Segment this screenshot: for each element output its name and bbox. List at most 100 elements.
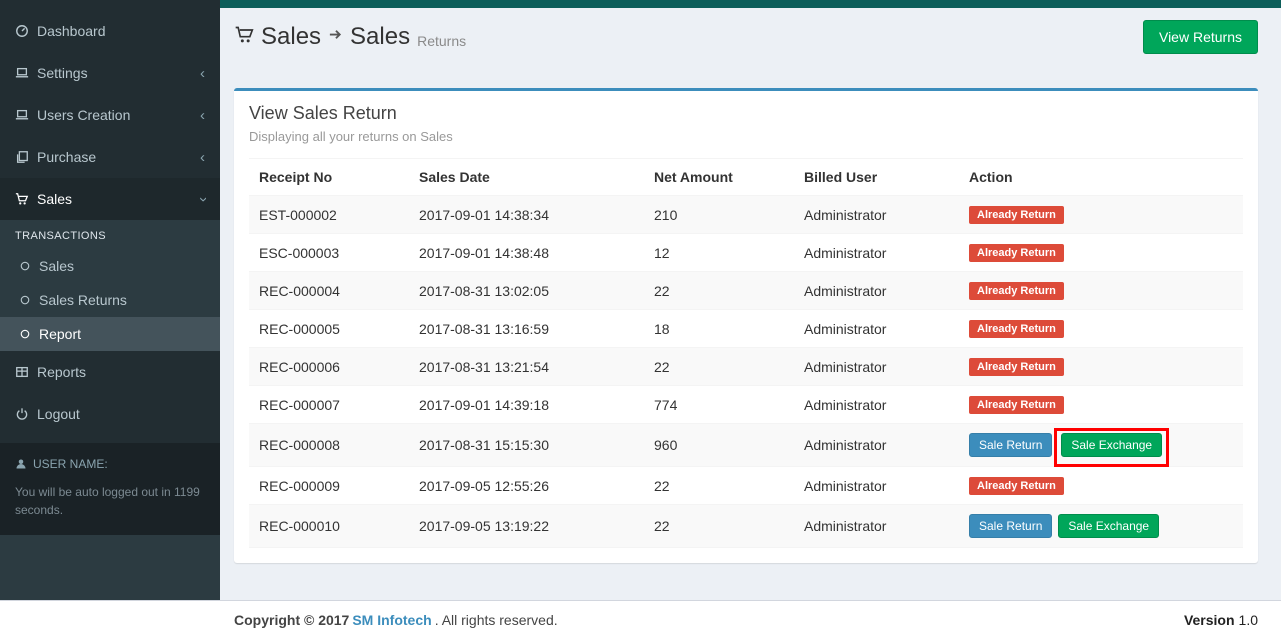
breadcrumb-sales: Sales (261, 23, 322, 50)
sales-return-card: View Sales Return Displaying all your re… (234, 88, 1258, 563)
content: View Sales Return Displaying all your re… (220, 62, 1281, 563)
sidebar-item-label: Settings (37, 65, 88, 81)
sidebar-item-sales[interactable]: Sales ‹ (0, 178, 220, 220)
chevron-down-icon: ‹ (194, 196, 211, 202)
sidebar-subitem-sales[interactable]: Sales (0, 249, 220, 283)
auto-logout-notice: You will be auto logged out in 1199 seco… (0, 475, 220, 535)
card-subtitle: Displaying all your returns on Sales (249, 129, 453, 144)
table-row: REC-000007 2017-09-01 14:39:18 774 Administ… (249, 385, 1243, 424)
sidebar-filler (0, 535, 220, 600)
version-value: 1.0 (1238, 612, 1258, 628)
copyright-prefix: Copyright © 2017 (234, 612, 350, 628)
cell-net-amount: 774 (644, 385, 794, 424)
cell-receipt-no: REC-000010 (249, 504, 409, 548)
sidebar-item-label: Users Creation (37, 107, 131, 123)
table-row: REC-000009 2017-09-05 12:55:26 22 Administr… (249, 466, 1243, 505)
cell-receipt-no: REC-000006 (249, 347, 409, 386)
view-returns-button[interactable]: View Returns (1142, 20, 1258, 54)
breadcrumb-returns: Returns (417, 33, 467, 49)
cell-action: Sale Return Sale Exchange (959, 504, 1243, 548)
sidebar-menu: Dashboard Settings ‹ Users Creation ‹ Pu… (0, 0, 220, 435)
breadcrumb: Sales Sales Returns (234, 23, 466, 51)
sidebar-item-settings[interactable]: Settings ‹ (0, 52, 220, 94)
column-action: Action (959, 158, 1243, 196)
sidebar-item-logout[interactable]: Logout (0, 393, 220, 435)
copyright-suffix: . All rights reserved. (434, 612, 558, 628)
sidebar-item-purchase[interactable]: Purchase ‹ (0, 136, 220, 178)
sidebar-item-label: Dashboard (37, 23, 106, 39)
chevron-left-icon: ‹ (200, 64, 205, 82)
version-label: Version (1183, 612, 1235, 628)
cell-sales-date: 2017-09-05 12:55:26 (409, 466, 644, 505)
top-navbar (220, 0, 1281, 8)
cell-net-amount: 22 (644, 347, 794, 386)
cell-billed-user: Administrator (794, 504, 959, 548)
sidebar-subitem-report[interactable]: Report (0, 317, 220, 351)
breadcrumb-sales-2: Sales (350, 23, 411, 50)
cell-billed-user: Administrator (794, 466, 959, 505)
cell-sales-date: 2017-08-31 13:16:59 (409, 309, 644, 348)
monitor-icon (15, 66, 37, 80)
sidebar-item-label: Logout (37, 406, 80, 422)
circle-icon (19, 294, 39, 306)
cell-billed-user: Administrator (794, 233, 959, 272)
sale-exchange-button[interactable]: Sale Exchange (1058, 514, 1160, 538)
cell-action: Already Return (959, 347, 1243, 386)
cell-net-amount: 18 (644, 309, 794, 348)
cell-receipt-no: REC-000009 (249, 466, 409, 505)
copy-icon (15, 150, 37, 164)
cell-net-amount: 210 (644, 195, 794, 234)
cell-billed-user: Administrator (794, 271, 959, 310)
table-row: REC-000004 2017-08-31 13:02:05 22 Administr… (249, 271, 1243, 310)
column-receipt-no: Receipt No (249, 158, 409, 196)
cell-billed-user: Administrator (794, 309, 959, 348)
sales-table-body: EST-000002 2017-09-01 14:38:34 210 Administ… (249, 195, 1243, 548)
sale-return-button[interactable]: Sale Return (969, 433, 1053, 457)
highlight-annotation: Sale Exchange (1054, 427, 1170, 467)
table-header-row: Receipt No Sales Date Net Amount Billed … (249, 158, 1243, 196)
cell-sales-date: 2017-09-01 14:38:48 (409, 233, 644, 272)
sidebar-subitem-sales-returns[interactable]: Sales Returns (0, 283, 220, 317)
cell-net-amount: 22 (644, 466, 794, 505)
power-icon (15, 407, 37, 421)
cell-receipt-no: ESC-000003 (249, 233, 409, 272)
table-row: EST-000002 2017-09-01 14:38:34 210 Administ… (249, 195, 1243, 234)
main-area: Sales Sales Returns View Returns View Sa… (220, 0, 1281, 600)
cell-receipt-no: REC-000005 (249, 309, 409, 348)
column-net-amount: Net Amount (644, 158, 794, 196)
cell-action: Already Return (959, 233, 1243, 272)
column-billed-user: Billed User (794, 158, 959, 196)
table-row: REC-000005 2017-08-31 13:16:59 18 Administr… (249, 309, 1243, 348)
cell-action: Already Return (959, 385, 1243, 424)
circle-icon (19, 328, 39, 340)
sale-exchange-button[interactable]: Sale Exchange (1061, 432, 1163, 457)
cell-net-amount: 22 (644, 504, 794, 548)
already-return-badge: Already Return (969, 396, 1064, 414)
cart-icon (234, 25, 254, 50)
company-link[interactable]: SM Infotech (352, 612, 432, 628)
sidebar-item-users-creation[interactable]: Users Creation ‹ (0, 94, 220, 136)
cell-sales-date: 2017-08-31 15:15:30 (409, 423, 644, 467)
cell-action: Already Return (959, 309, 1243, 348)
already-return-badge: Already Return (969, 358, 1064, 376)
content-header: Sales Sales Returns View Returns (220, 8, 1281, 62)
sales-returns-table: Receipt No Sales Date Net Amount Billed … (249, 158, 1243, 548)
user-icon (15, 458, 33, 470)
sidebar-subitem-label: Sales (39, 258, 75, 274)
cart-icon (15, 192, 37, 206)
cell-sales-date: 2017-08-31 13:02:05 (409, 271, 644, 310)
cell-billed-user: Administrator (794, 347, 959, 386)
cell-net-amount: 12 (644, 233, 794, 272)
user-name-label: USER NAME: (33, 457, 108, 471)
cell-receipt-no: EST-000002 (249, 195, 409, 234)
cell-billed-user: Administrator (794, 385, 959, 424)
already-return-badge: Already Return (969, 477, 1064, 495)
sale-return-button[interactable]: Sale Return (969, 514, 1053, 538)
sidebar-subitem-label: Report (39, 326, 82, 342)
sidebar-item-dashboard[interactable]: Dashboard (0, 10, 220, 52)
sidebar-item-label: Purchase (37, 149, 97, 165)
cell-net-amount: 960 (644, 423, 794, 467)
sidebar-item-reports[interactable]: Reports (0, 351, 220, 393)
user-panel: USER NAME: (0, 443, 220, 475)
sidebar: Dashboard Settings ‹ Users Creation ‹ Pu… (0, 0, 220, 600)
